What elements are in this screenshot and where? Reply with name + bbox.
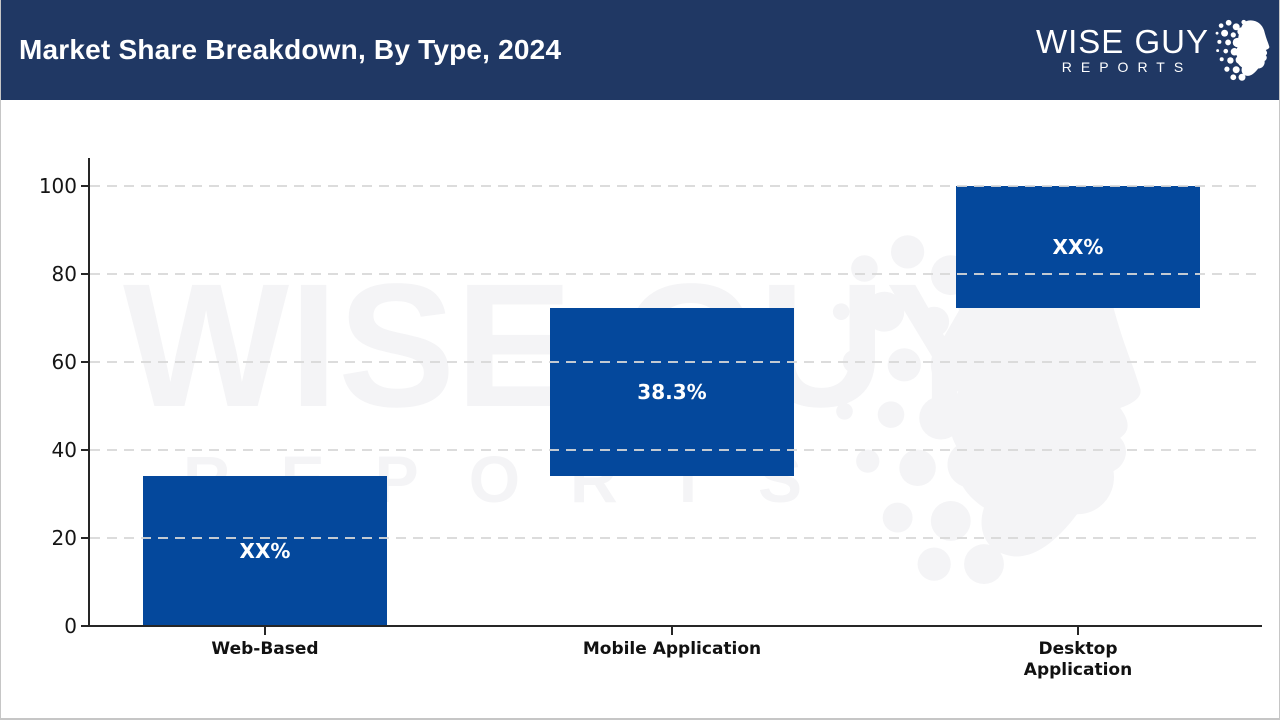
y-axis-tick (81, 537, 88, 539)
gridline (90, 449, 1261, 451)
bar-segment: XX% (956, 186, 1200, 308)
logo-text: WISE GUY REPORTS (1035, 23, 1209, 76)
y-axis-tick (81, 625, 88, 627)
y-axis-tick-label: 60 (51, 350, 77, 374)
logo-subtitle: REPORTS (1061, 59, 1193, 75)
gridline (90, 361, 1261, 363)
wise-guy-reports-logo: WISE GUY REPORTS (1036, 8, 1271, 92)
y-axis-tick-label: 20 (51, 526, 77, 550)
header-bar: Market Share Breakdown, By Type, 2024 WI… (1, 0, 1279, 100)
y-axis-tick-label: 40 (51, 438, 77, 462)
y-axis-tick (81, 273, 88, 275)
y-axis-tick (81, 449, 88, 451)
x-category-label: Desktop Application (1023, 639, 1133, 680)
bar-value-label: 38.3% (637, 380, 707, 405)
y-axis-tick (81, 361, 88, 363)
x-axis-tick (1077, 627, 1079, 635)
bar-segment: 38.3% (550, 307, 794, 477)
bar-value-label: XX% (1052, 234, 1104, 259)
y-axis-tick-label: 100 (38, 174, 77, 198)
logo-wordmark: WISE GUY (1035, 23, 1209, 60)
x-axis-tick (264, 627, 266, 635)
bar-segment: XX% (143, 476, 387, 626)
x-axis-line (88, 625, 1262, 627)
x-category-label: Web-Based (211, 639, 319, 659)
gridline (90, 273, 1261, 275)
logo-face-icon (1213, 12, 1271, 88)
page-title: Market Share Breakdown, By Type, 2024 (19, 34, 562, 65)
gridline (90, 537, 1261, 539)
bar-value-label: XX% (239, 539, 291, 564)
y-axis-tick-label: 80 (51, 262, 77, 286)
gridline (90, 185, 1261, 187)
y-axis-line (88, 158, 90, 627)
x-category-label: Mobile Application (582, 639, 762, 659)
y-axis-tick-label: 0 (64, 614, 77, 638)
x-axis-tick (671, 627, 673, 635)
y-axis-tick (81, 185, 88, 187)
